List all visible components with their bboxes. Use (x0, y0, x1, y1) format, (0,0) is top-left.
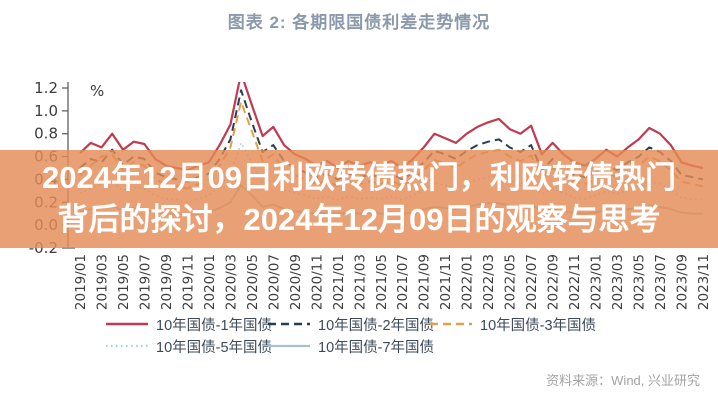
legend-item: 10年国债-1年国债 (105, 314, 272, 335)
chart-title: 图表 2: 各期限国债利差走势情况 (227, 13, 491, 32)
chart-legend: 10年国债-1年国债 10年国债-2年国债 10年国债-3年国债 10年国债-5年国债… (105, 313, 705, 357)
x-tick-label: 2019/09 (159, 254, 175, 310)
x-tick-label: 2023/05 (632, 254, 648, 310)
overlay-banner: 2024年12月09日利欧转债热门，利欧转债热门 背后的探讨，2024年12月0… (0, 150, 718, 248)
x-tick-label: 2021/07 (395, 254, 411, 310)
x-tick-label: 2022/09 (546, 254, 562, 310)
x-tick-label: 2019/05 (116, 254, 132, 310)
legend-swatch-dashed-line (430, 322, 472, 326)
x-tick-label: 2022/07 (524, 254, 540, 310)
x-tick-label: 2021/03 (352, 254, 368, 310)
x-tick-label: 2021/01 (331, 254, 347, 310)
legend-row: 10年国债-1年国债 10年国债-2年国债 10年国债-3年国债 (105, 313, 705, 335)
x-tick-label: 2020/05 (245, 254, 261, 310)
legend-label: 10年国债-2年国债 (318, 317, 435, 334)
x-tick-label: 2020/07 (266, 254, 282, 310)
legend-swatch-solid-line (106, 322, 148, 326)
x-tick-label: 2020/01 (202, 254, 218, 310)
legend-swatch-solid-line (268, 344, 310, 348)
y-tick-label: 0.8 (34, 125, 58, 143)
overlay-text-line2: 背后的探讨，2024年12月09日的观察与思考 (57, 202, 661, 237)
x-tick-label: 2019/01 (73, 254, 89, 310)
overlay-text-line1: 2024年12月09日利欧转债热门，利欧转债热门 (42, 160, 676, 195)
x-tick-label: 2019/07 (137, 254, 153, 310)
legend-item: 10年国债-7年国债 (267, 336, 434, 357)
legend-label: 10年国债-1年国债 (156, 317, 273, 334)
x-tick-label: 2019/03 (94, 254, 110, 310)
x-tick-label: 2020/09 (288, 254, 304, 310)
y-axis-unit-label: % (90, 82, 104, 100)
x-tick-label: 2020/03 (223, 254, 239, 310)
legend-swatch-dashed-line (268, 322, 310, 326)
y-tick-label: 1.2 (34, 79, 58, 97)
x-tick-label: 2022/03 (481, 254, 497, 310)
legend-item: 10年国债-2年国债 (267, 314, 434, 335)
legend-label: 10年国债-3年国债 (480, 317, 597, 334)
source-note: 资料来源：Wind, 兴业研究 (546, 373, 700, 388)
y-tick-label: 1.0 (34, 102, 58, 120)
legend-row: 10年国债-5年国债 10年国债-7年国债 (105, 335, 705, 357)
x-tick-label: 2022/01 (460, 254, 476, 310)
legend-swatch-dotted-line (106, 344, 148, 348)
x-tick-label: 2023/09 (675, 254, 691, 310)
x-tick-label: 2019/11 (180, 254, 196, 310)
x-tick-label: 2023/11 (696, 254, 712, 310)
x-tick-label: 2020/11 (309, 254, 325, 310)
legend-item: 10年国债-5年国债 (105, 336, 272, 357)
legend-label: 10年国债-7年国债 (318, 339, 435, 356)
x-tick-label: 2023/07 (653, 254, 669, 310)
x-tick-label: 2021/11 (438, 254, 454, 310)
x-tick-label: 2021/05 (374, 254, 390, 310)
x-tick-label: 2023/01 (589, 254, 605, 310)
x-tick-label: 2022/11 (567, 254, 583, 310)
legend-item: 10年国债-3年国债 (429, 314, 596, 335)
x-tick-label: 2022/05 (503, 254, 519, 310)
x-tick-label: 2021/09 (417, 254, 433, 310)
x-tick-label: 2023/03 (610, 254, 626, 310)
legend-label: 10年国债-5年国债 (156, 339, 273, 356)
